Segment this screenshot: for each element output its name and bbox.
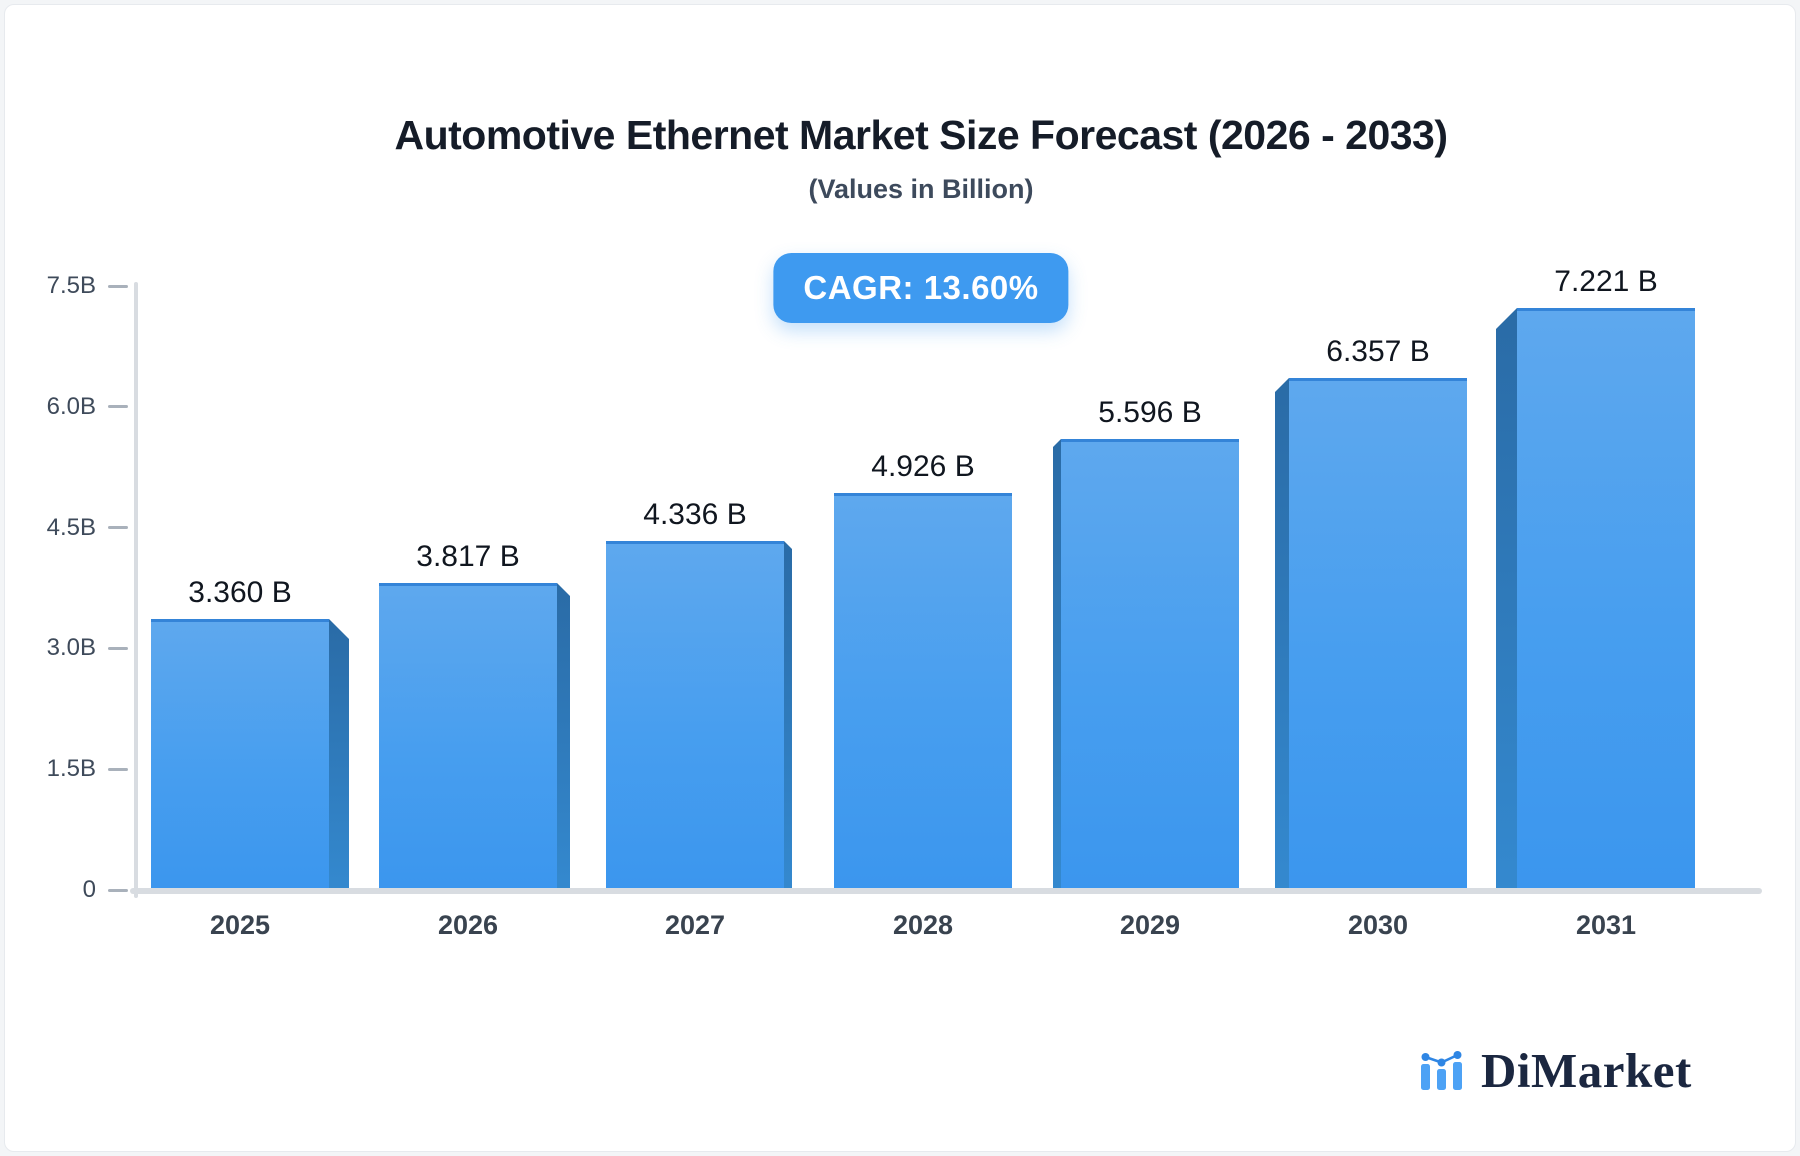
y-axis-line [134,282,138,898]
bar-3d-side-face [329,619,349,891]
bar-3d-side-face [1275,378,1289,891]
bar-3d-side-face [557,583,570,891]
y-axis-tick-label: 7.5B [46,272,96,299]
y-tick-mark [108,284,128,288]
x-axis-baseline [130,888,1762,894]
bar-value-label: 4.336 B [643,498,747,531]
brand-logo: DiMarket [1420,1038,1692,1102]
x-axis-category-label: 2026 [437,910,499,940]
x-axis-category-label: 2027 [664,910,726,940]
y-axis-tick-label: 4.5B [46,513,96,541]
bar-3d-side-face [1053,439,1061,891]
x-axis-category-label: 2025 [209,910,271,940]
cagr-badge-label: CAGR: 13.60% [803,269,1039,306]
brand-logo-text: DiMarket [1481,1042,1692,1098]
bar-3d-side-face [784,541,792,891]
y-tick-mark [108,405,128,409]
cagr-badge: CAGR: 13.60% [773,253,1069,323]
x-axis-category-label: 2030 [1347,910,1409,940]
x-axis-category-label: 2029 [1119,910,1181,940]
x-axis-category-label: 2031 [1575,910,1637,940]
y-tick-mark [108,646,128,650]
chart-title: Automotive Ethernet Market Size Forecast… [394,112,1448,158]
y-axis-tick-label: 0 [82,876,96,903]
chart-subtitle: (Values in Billion) [808,174,1034,204]
bar-value-label: 3.817 B [416,540,520,573]
bar [151,619,329,891]
y-axis-tick-label: 1.5B [46,755,96,783]
y-tick-mark [108,767,128,771]
bar-value-label: 4.926 B [871,450,975,483]
bar [379,583,557,891]
bar [1289,378,1467,891]
bar [606,541,784,891]
bar-value-label: 3.360 B [188,576,292,609]
bar-value-label: 7.221 B [1554,265,1658,298]
y-tick-mark [108,888,128,892]
bar [834,493,1012,891]
bar [1517,308,1695,891]
bar-value-label: 6.357 B [1326,335,1430,368]
y-axis-tick-label: 6.0B [46,392,96,420]
bar-value-label: 5.596 B [1098,396,1202,429]
y-axis-tick-label: 3.0B [46,634,96,662]
bar-chart-logo-icon [1421,1051,1462,1090]
bar [1061,439,1239,891]
bar-3d-side-face [1496,308,1517,891]
x-axis-category-label: 2028 [892,910,954,940]
y-tick-mark [108,526,128,530]
